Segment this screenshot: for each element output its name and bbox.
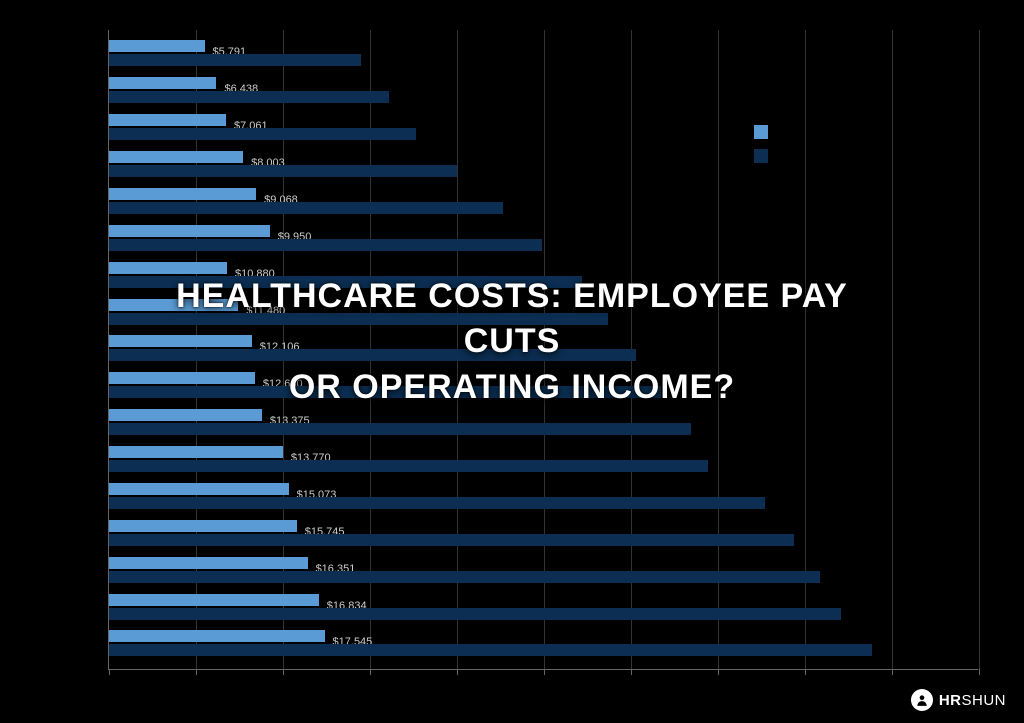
- x-tick: [109, 669, 110, 675]
- bar-series-b: [109, 165, 457, 177]
- bar-row: [109, 446, 978, 474]
- grid-line: [979, 30, 980, 669]
- bar-series-a: [109, 335, 252, 347]
- legend-swatch-b: [754, 149, 768, 163]
- bar-row: [109, 557, 978, 585]
- bar-series-b: [109, 571, 820, 583]
- plot-area: [108, 30, 978, 670]
- bar-row: [109, 520, 978, 548]
- bar-rows: [109, 30, 978, 669]
- bar-row: [109, 630, 978, 658]
- bar-series-b: [109, 534, 794, 546]
- legend-swatch-a: [754, 125, 768, 139]
- bar-series-a: [109, 557, 308, 569]
- brand-text-light: SHUN: [961, 692, 1006, 709]
- bar-row: [109, 151, 978, 179]
- chart-container: [48, 30, 978, 690]
- bar-series-a: [109, 483, 289, 495]
- bar-series-a: [109, 299, 238, 311]
- bar-row: [109, 225, 978, 253]
- bar-row: [109, 299, 978, 327]
- bar-series-a: [109, 409, 262, 421]
- bar-series-a: [109, 594, 319, 606]
- bar-row: [109, 77, 978, 105]
- bar-row: [109, 262, 978, 290]
- bar-series-b: [109, 202, 503, 214]
- legend: [754, 125, 778, 173]
- bar-series-a: [109, 520, 297, 532]
- bar-row: [109, 409, 978, 437]
- bar-series-b: [109, 460, 708, 472]
- bar-series-b: [109, 54, 361, 66]
- x-tick: [892, 669, 893, 675]
- bar-series-a: [109, 225, 270, 237]
- bar-row: [109, 335, 978, 363]
- brand-text: HRSHUN: [939, 692, 1006, 709]
- bar-series-a: [109, 630, 325, 642]
- x-tick: [805, 669, 806, 675]
- bar-series-b: [109, 128, 416, 140]
- bar-series-b: [109, 644, 872, 656]
- person-circle-icon: [911, 689, 933, 711]
- x-tick: [979, 669, 980, 675]
- x-tick: [196, 669, 197, 675]
- bar-series-a: [109, 114, 226, 126]
- bar-row: [109, 372, 978, 400]
- x-tick: [718, 669, 719, 675]
- bar-series-b: [109, 313, 608, 325]
- bar-series-b: [109, 423, 691, 435]
- bar-series-b: [109, 349, 636, 361]
- x-tick: [370, 669, 371, 675]
- bar-series-a: [109, 151, 243, 163]
- bar-row: [109, 40, 978, 68]
- bar-series-a: [109, 40, 205, 52]
- bar-series-a: [109, 77, 216, 89]
- bar-row: [109, 594, 978, 622]
- x-tick: [457, 669, 458, 675]
- bar-series-b: [109, 386, 661, 398]
- x-tick: [544, 669, 545, 675]
- bar-series-b: [109, 239, 542, 251]
- legend-item-series-b: [754, 149, 778, 163]
- bar-series-a: [109, 262, 227, 274]
- bar-series-b: [109, 497, 765, 509]
- bar-series-a: [109, 188, 256, 200]
- bar-series-b: [109, 608, 841, 620]
- bar-series-a: [109, 446, 283, 458]
- bar-series-b: [109, 276, 582, 288]
- x-tick: [631, 669, 632, 675]
- bar-row: [109, 483, 978, 511]
- legend-item-series-a: [754, 125, 778, 139]
- brand-badge: HRSHUN: [911, 689, 1006, 711]
- brand-text-bold: HR: [939, 692, 962, 709]
- bar-row: [109, 188, 978, 216]
- bar-row: [109, 114, 978, 142]
- bar-series-a: [109, 372, 255, 384]
- bar-series-b: [109, 91, 389, 103]
- x-tick: [283, 669, 284, 675]
